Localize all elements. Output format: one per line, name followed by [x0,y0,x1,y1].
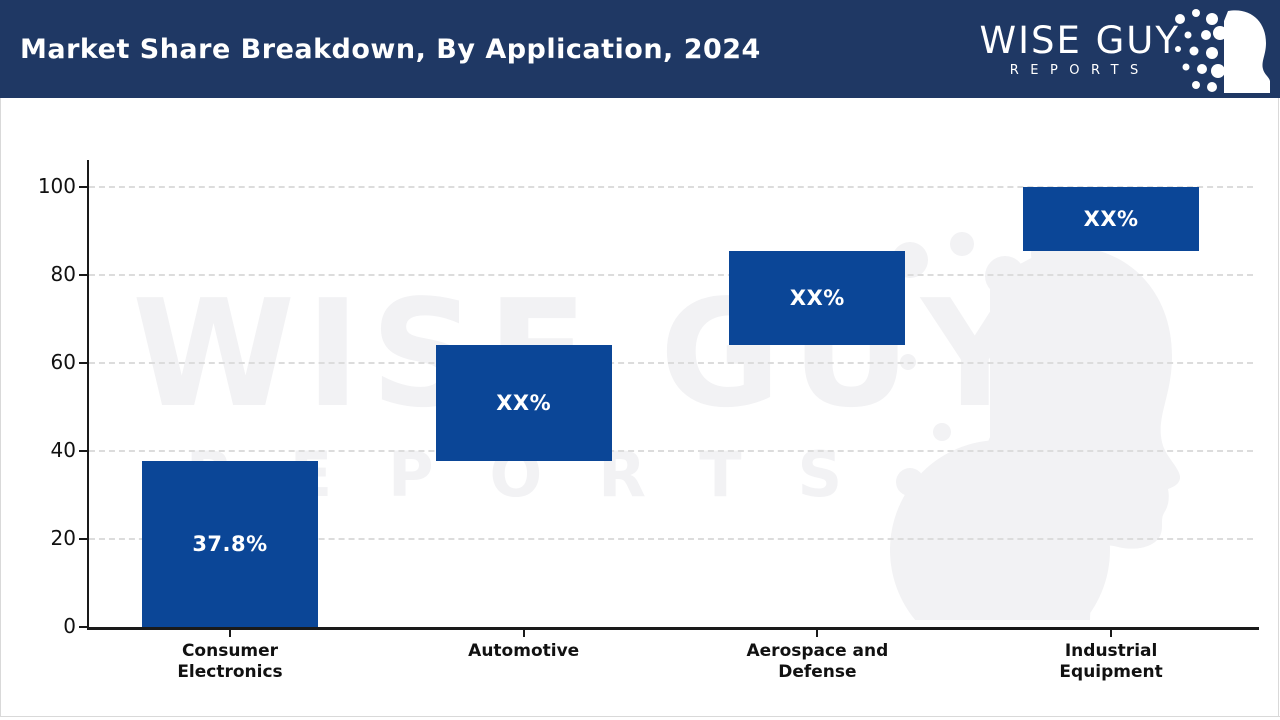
page-border-right [1278,98,1279,717]
wise-guy-reports-logo: WISE GUY REPORTS [980,4,1270,94]
gridline [89,450,1253,452]
logo-wordmark: WISE GUY [979,19,1180,62]
x-tick-mark [1110,630,1113,637]
y-tick-label: 80 [50,262,76,286]
logo-head-icon [1175,9,1270,93]
bar: XX% [1023,187,1200,251]
bar-value-label: XX% [496,391,552,416]
x-tick-label: Industrial Equipment [1059,641,1163,682]
bar-value-label: 37.8% [192,531,268,556]
logo-subtitle: REPORTS [1009,63,1150,78]
x-tick-label: Consumer Electronics [177,641,283,682]
page-title: Market Share Breakdown, By Application, … [20,33,761,65]
y-tick-mark [79,274,88,276]
x-tick-mark [229,630,231,637]
chart-header-bar: Market Share Breakdown, By Application, … [0,0,1280,98]
x-tick-label: Automotive [468,641,580,661]
x-tick-mark [522,630,525,637]
gridline [89,362,1253,364]
y-tick-label: 100 [37,174,76,198]
y-tick-label: 20 [50,526,76,550]
y-tick-mark [79,450,88,452]
y-tick-mark [79,626,88,628]
bar: XX% [729,250,906,346]
x-tick-mark [816,630,819,637]
page-border-left [0,98,1,717]
y-tick-label: 0 [63,614,76,638]
page-border-bottom [0,716,1280,717]
y-tick-label: 60 [50,350,76,374]
gridline [89,538,1253,540]
logo-text: WISE GUY REPORTS [979,19,1180,79]
x-axis-line [87,627,1259,630]
y-tick-mark [79,186,88,188]
y-axis-line [87,160,89,630]
x-tick-label: Aerospace and Defense [746,641,889,682]
bar: 37.8% [142,460,318,627]
gridline [89,186,1253,188]
y-tick-mark [79,362,88,364]
bar: XX% [435,345,612,461]
gridline [89,274,1253,276]
bar-value-label: XX% [1083,206,1139,231]
bar-value-label: XX% [789,286,845,311]
y-tick-mark [79,538,88,540]
y-tick-label: 40 [50,438,76,462]
